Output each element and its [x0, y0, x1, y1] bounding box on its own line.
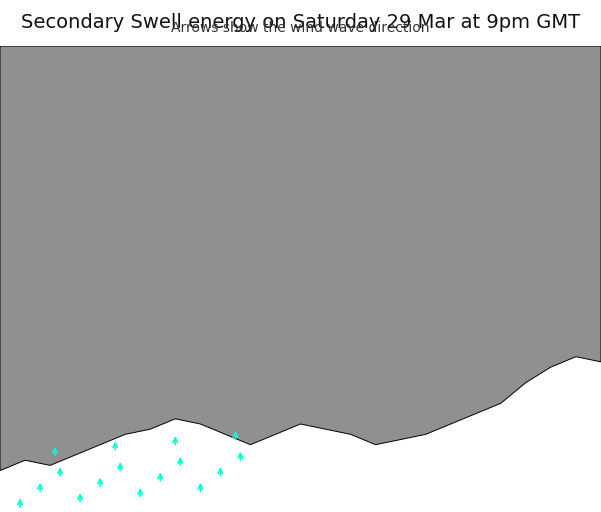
Text: Arrows show the wind wave direction: Arrows show the wind wave direction — [171, 20, 430, 35]
Polygon shape — [0, 46, 601, 471]
Text: Secondary Swell energy on Saturday 29 Mar at 9pm GMT: Secondary Swell energy on Saturday 29 Ma… — [21, 13, 580, 32]
